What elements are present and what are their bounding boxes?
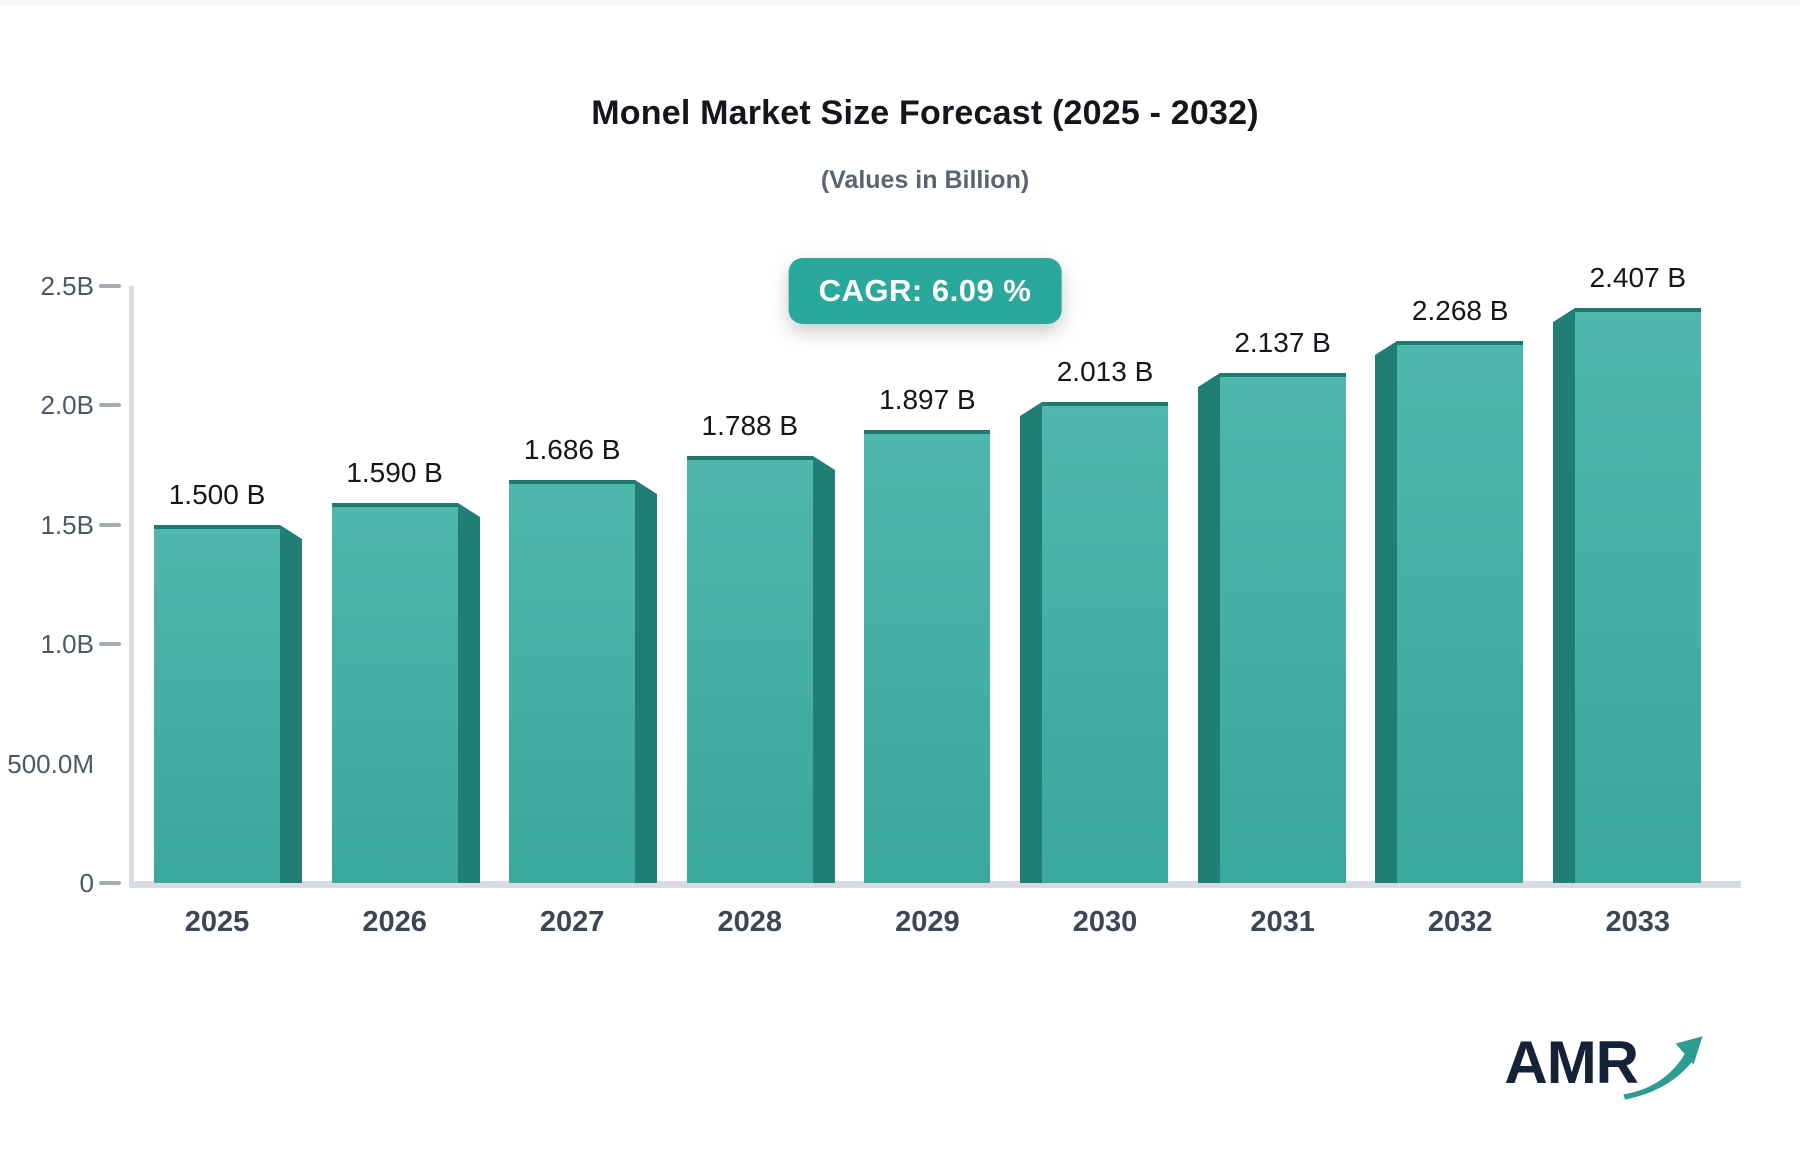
bar-3d-side <box>1020 402 1042 883</box>
chart-subtitle: (Values in Billion) <box>820 166 1030 194</box>
bar-value-label: 1.500 B <box>168 479 266 510</box>
bar-value-label: 2.137 B <box>1234 327 1331 358</box>
y-tick-dash <box>99 403 121 408</box>
bar <box>1042 402 1168 883</box>
x-axis-label: 2033 <box>1605 906 1671 938</box>
bar <box>1397 341 1523 883</box>
y-tick-dash <box>99 522 121 527</box>
bar <box>864 430 990 883</box>
x-axis-label: 2026 <box>362 906 427 938</box>
y-tick-dash <box>99 284 121 288</box>
bar-3d-side <box>1553 308 1575 883</box>
y-tick-label: 0 <box>79 868 94 898</box>
y-tick-label: 500.0M <box>7 748 94 779</box>
bar-value-label: 2.407 B <box>1589 262 1687 293</box>
y-tick-label: 1.0B <box>40 629 95 660</box>
chart-title: Monel Market Size Forecast (2025 - 2032) <box>591 94 1259 132</box>
bar <box>332 503 458 883</box>
amr-logo: AMR <box>1504 1030 1704 1104</box>
bar-value-label: 1.590 B <box>346 457 443 488</box>
bar-3d-side <box>635 480 657 883</box>
bar-value-label: 1.788 B <box>701 410 799 441</box>
bar-value-label: 1.686 B <box>523 434 621 465</box>
x-axis-line <box>129 881 1741 888</box>
y-axis-line <box>129 286 134 883</box>
growth-arrow-icon <box>1623 1036 1703 1100</box>
amr-logo-text: AMR <box>1504 1029 1639 1096</box>
bar-3d-side <box>458 503 480 883</box>
bar <box>509 480 635 883</box>
cagr-badge: CAGR: 6.09 % <box>788 258 1062 324</box>
y-tick-label: 2.5B <box>40 271 95 301</box>
x-axis-label: 2029 <box>895 906 960 938</box>
y-tick-dash <box>99 642 121 647</box>
x-axis-label: 2025 <box>184 906 250 938</box>
page-top-border <box>0 0 1800 5</box>
x-axis-label: 2032 <box>1427 906 1493 938</box>
x-axis-label: 2028 <box>717 906 783 938</box>
y-tick-label: 2.0B <box>40 390 95 421</box>
bar-3d-side <box>1375 341 1397 883</box>
bar <box>1220 373 1346 883</box>
bar <box>1575 308 1701 883</box>
bar-3d-side <box>813 456 835 883</box>
bar-3d-side <box>1198 373 1220 883</box>
x-axis-label: 2030 <box>1072 906 1138 938</box>
bar-3d-side <box>280 525 302 883</box>
y-tick-label: 1.5B <box>40 509 95 540</box>
x-axis-label: 2027 <box>539 906 605 938</box>
y-tick-dash <box>99 881 121 885</box>
bar-value-label: 2.013 B <box>1056 356 1154 387</box>
bar-value-label: 1.897 B <box>879 384 976 415</box>
bar-value-label: 2.268 B <box>1411 295 1509 326</box>
x-axis-label: 2031 <box>1250 906 1315 938</box>
bar <box>687 456 813 883</box>
bar <box>154 525 280 883</box>
